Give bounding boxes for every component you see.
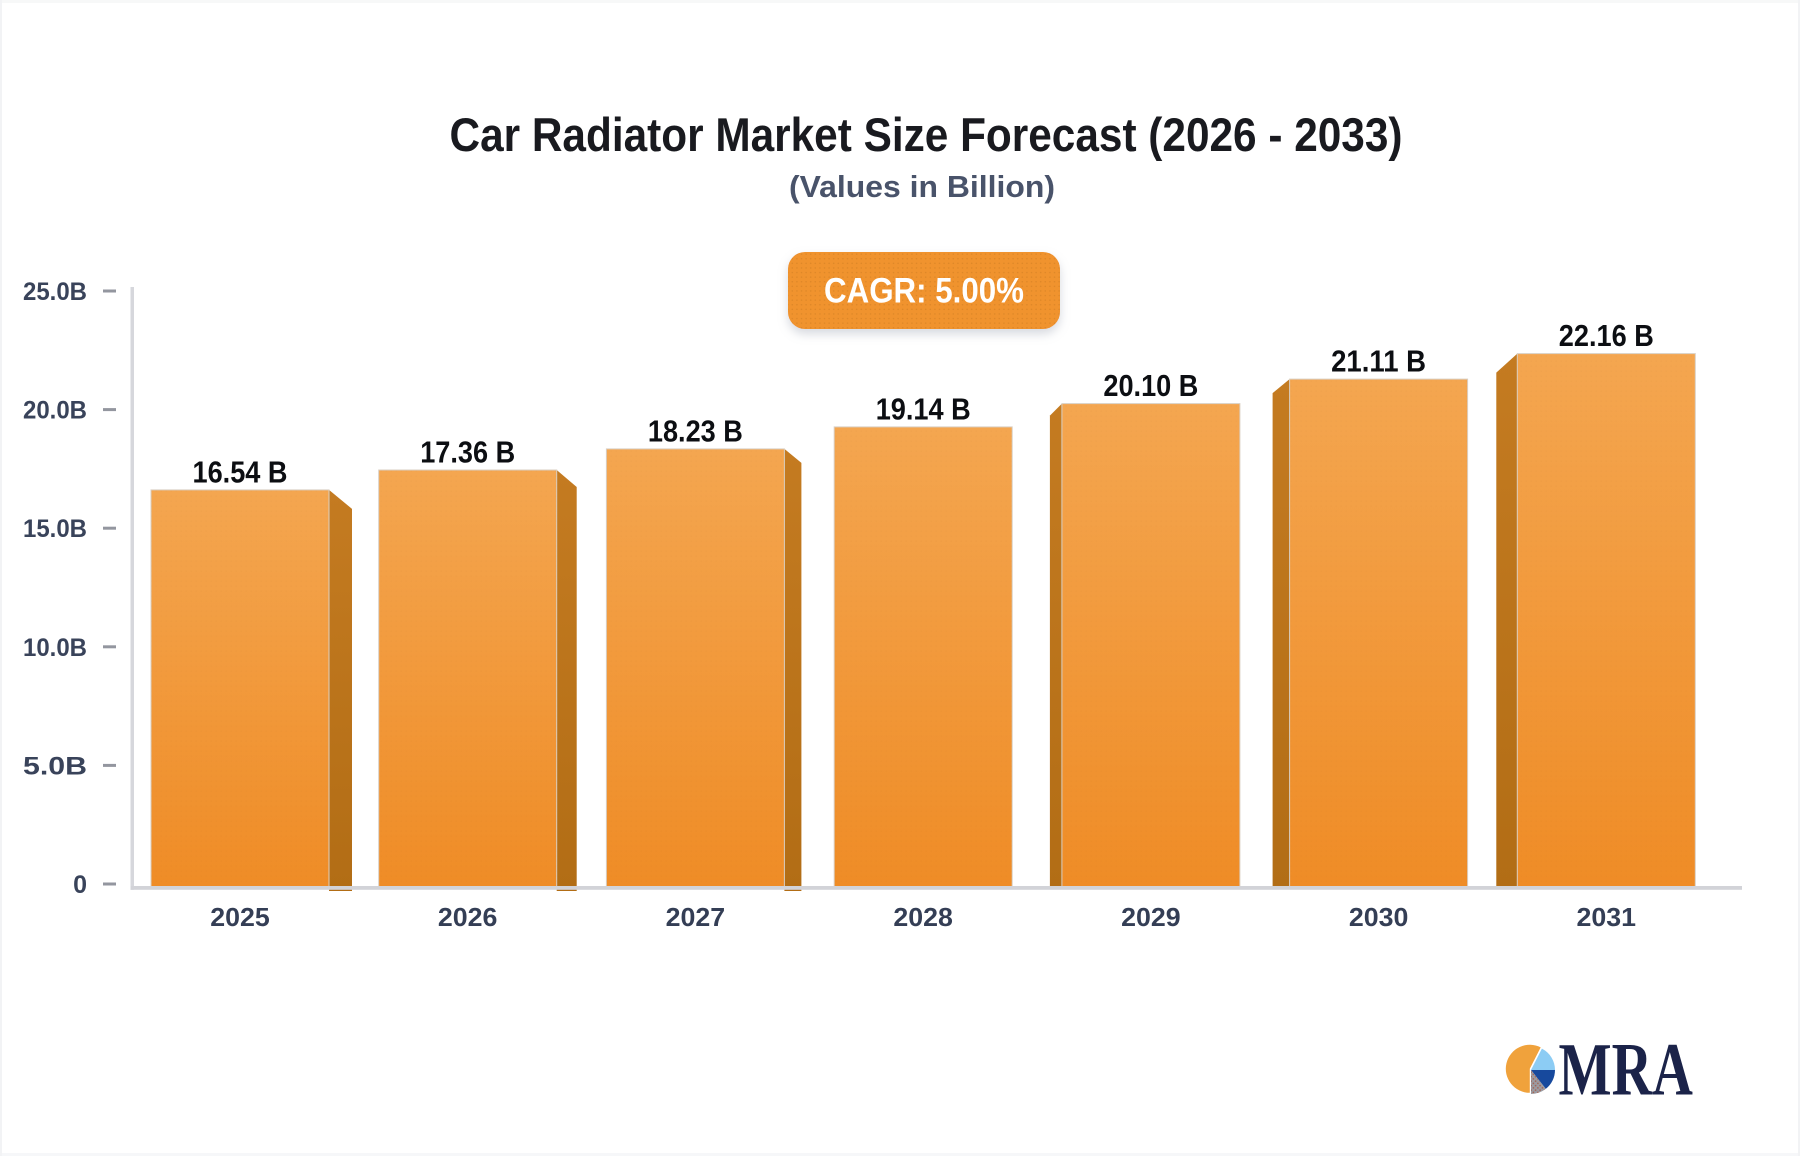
svg-text:2028: 2028 [893, 902, 953, 932]
svg-text:MRA: MRA [1559, 1029, 1693, 1112]
svg-text:2027: 2027 [666, 902, 726, 932]
svg-text:2026: 2026 [438, 902, 498, 932]
svg-text:10.0B: 10.0B [23, 634, 87, 662]
svg-text:21.11 B: 21.11 B [1331, 344, 1426, 379]
svg-text:Car Radiator Market Size Forec: Car Radiator Market Size Forecast (2026 … [450, 108, 1403, 161]
svg-text:17.36 B: 17.36 B [420, 435, 515, 470]
svg-text:25.0B: 25.0B [23, 278, 87, 306]
svg-text:16.54 B: 16.54 B [193, 454, 288, 489]
svg-text:0: 0 [73, 871, 87, 899]
svg-text:20.0B: 20.0B [23, 397, 87, 425]
svg-text:20.10 B: 20.10 B [1103, 368, 1198, 403]
svg-text:CAGR: 5.00%: CAGR: 5.00% [824, 271, 1024, 311]
svg-text:15.0B: 15.0B [23, 515, 87, 543]
svg-text:2031: 2031 [1577, 902, 1637, 932]
svg-text:19.14 B: 19.14 B [876, 391, 971, 426]
svg-text:22.16 B: 22.16 B [1559, 318, 1654, 353]
svg-text:(Values in Billion): (Values in Billion) [789, 169, 1055, 204]
svg-text:5.0B: 5.0B [23, 752, 87, 780]
svg-text:2029: 2029 [1121, 902, 1181, 932]
svg-text:18.23 B: 18.23 B [648, 413, 743, 448]
svg-text:2025: 2025 [210, 902, 270, 932]
svg-text:2030: 2030 [1349, 902, 1409, 932]
